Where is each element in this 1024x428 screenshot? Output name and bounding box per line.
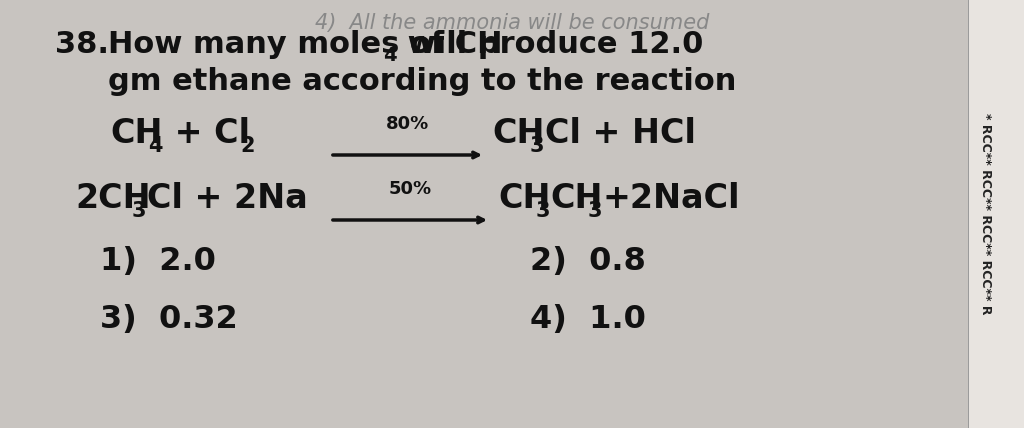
Text: Cl + HCl: Cl + HCl (545, 117, 696, 150)
Text: 4)  1.0: 4) 1.0 (530, 304, 646, 335)
Text: CH: CH (492, 117, 545, 150)
Text: 3: 3 (536, 201, 551, 221)
Text: 3: 3 (530, 136, 545, 156)
Text: How many moles of CH: How many moles of CH (108, 30, 503, 59)
Text: gm ethane according to the reaction: gm ethane according to the reaction (108, 67, 736, 96)
Text: CH: CH (498, 182, 551, 215)
Text: 4: 4 (148, 136, 163, 156)
Text: 80%: 80% (386, 115, 429, 133)
Text: CH: CH (550, 182, 602, 215)
Text: +2NaCl: +2NaCl (602, 182, 739, 215)
Text: CH: CH (110, 117, 163, 150)
Text: 3)  0.32: 3) 0.32 (100, 304, 238, 335)
Text: * RCC** RCC** RCC** RCC** R: * RCC** RCC** RCC** RCC** R (979, 113, 991, 315)
Text: 4)  All the ammonia will be consumed: 4) All the ammonia will be consumed (314, 13, 710, 33)
Text: Cl + 2Na: Cl + 2Na (147, 182, 308, 215)
Text: 3: 3 (132, 201, 146, 221)
Text: 1)  2.0: 1) 2.0 (100, 246, 216, 277)
Text: 38.: 38. (55, 30, 109, 59)
Text: + Cl: + Cl (163, 117, 250, 150)
Text: 2CH: 2CH (75, 182, 151, 215)
Text: will produce 12.0: will produce 12.0 (397, 30, 703, 59)
Bar (968, 0, 1024, 428)
Text: 50%: 50% (388, 180, 431, 198)
Text: 2)  0.8: 2) 0.8 (530, 246, 646, 277)
Text: 2: 2 (240, 136, 255, 156)
Text: 4: 4 (383, 46, 396, 65)
Text: 3: 3 (588, 201, 602, 221)
